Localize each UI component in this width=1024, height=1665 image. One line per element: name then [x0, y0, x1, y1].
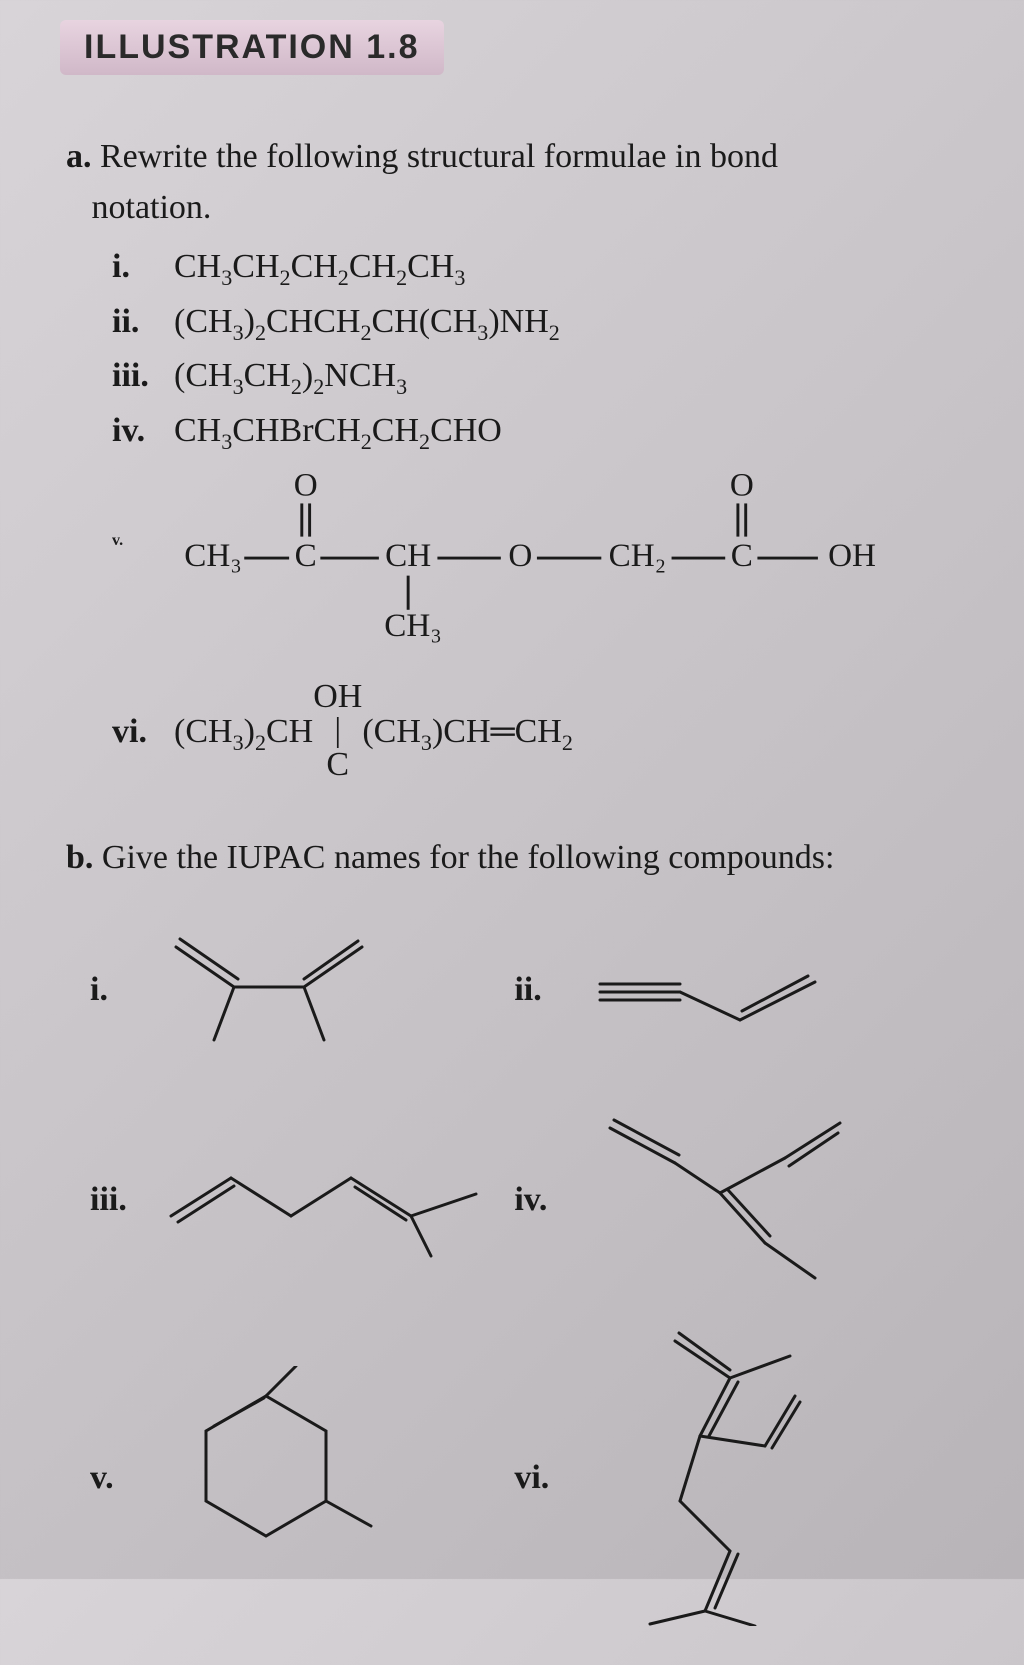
formula-iii: (CH3CH2)2NCH3	[174, 350, 407, 403]
svg-text:O: O	[730, 466, 754, 503]
qb-text: Give the IUPAC names for the following c…	[102, 839, 835, 876]
svg-text:C: C	[731, 537, 753, 574]
qa-item-iv: iv. CH3CHBrCH2CH2CHO	[112, 405, 974, 458]
question-b: b. Give the IUPAC names for the followin…	[60, 832, 974, 883]
qb-marker-vi: vi.	[514, 1459, 580, 1497]
qa-list: i. CH3CH2CH2CH2CH3 ii. (CH3)2CHCH2CH(CH3…	[112, 241, 974, 808]
question-a: a. Rewrite the following structural form…	[60, 131, 974, 233]
structure-v: O CH₃ C CH O CH₂ C OH	[174, 466, 974, 656]
svg-text:OH: OH	[828, 537, 876, 574]
qa-item-v: v. O CH₃ C CH O CH₂	[112, 466, 974, 656]
svg-text:O: O	[508, 537, 532, 574]
qa-item-iii: iii. (CH3CH2)2NCH3	[112, 350, 974, 403]
qa-label: a.	[66, 138, 92, 175]
marker-iii: iii.	[112, 350, 174, 403]
skeletal-ii	[580, 942, 860, 1032]
qb-label: b.	[66, 839, 93, 876]
svg-text:CH₂: CH₂	[609, 537, 667, 574]
formula-vi: (CH3)2CHOH|C(CH3)CH═CH2	[174, 680, 573, 808]
qb-item-vi: vi.	[514, 1326, 938, 1631]
skeletal-iv	[580, 1103, 860, 1293]
svg-text:CH: CH	[385, 537, 431, 574]
skeletal-v	[156, 1366, 386, 1586]
marker-iv: iv.	[112, 405, 174, 458]
marker-vi: vi.	[112, 680, 174, 759]
marker-ii: ii.	[112, 296, 174, 349]
skeletal-i	[156, 912, 386, 1062]
skeletal-vi	[580, 1326, 860, 1626]
qb-item-v: v.	[90, 1326, 514, 1631]
qa-text-1: Rewrite the following structural formula…	[100, 138, 778, 175]
qb-marker-i: i.	[90, 971, 156, 1009]
qa-text-2: notation.	[92, 189, 212, 226]
qb-marker-iv: iv.	[514, 1181, 580, 1219]
qa-item-i: i. CH3CH2CH2CH2CH3	[112, 241, 974, 294]
qb-item-i: i.	[90, 905, 514, 1075]
qb-marker-ii: ii.	[514, 971, 580, 1009]
qa-item-ii: ii. (CH3)2CHCH2CH(CH3)NH2	[112, 296, 974, 349]
qb-item-iii: iii.	[90, 1103, 514, 1298]
qb-item-ii: ii.	[514, 905, 938, 1075]
svg-text:O: O	[294, 466, 318, 503]
marker-v: v.	[112, 466, 174, 550]
illustration-badge: ILLUSTRATION 1.8	[60, 20, 444, 75]
marker-i: i.	[112, 241, 174, 294]
qa-item-vi: vi. (CH3)2CHOH|C(CH3)CH═CH2	[112, 680, 974, 808]
formula-i: CH3CH2CH2CH2CH3	[174, 241, 465, 294]
qb-marker-iii: iii.	[90, 1181, 156, 1219]
svg-text:C: C	[295, 537, 317, 574]
svg-text:CH₃: CH₃	[184, 537, 242, 574]
qb-grid: i.	[90, 891, 974, 1645]
formula-ii: (CH3)2CHCH2CH(CH3)NH2	[174, 296, 560, 349]
svg-text:CH₃: CH₃	[384, 607, 442, 644]
formula-iv: CH3CHBrCH2CH2CHO	[174, 405, 502, 458]
qb-item-iv: iv.	[514, 1103, 938, 1298]
qb-marker-v: v.	[90, 1459, 156, 1497]
skeletal-iii	[156, 1138, 496, 1258]
